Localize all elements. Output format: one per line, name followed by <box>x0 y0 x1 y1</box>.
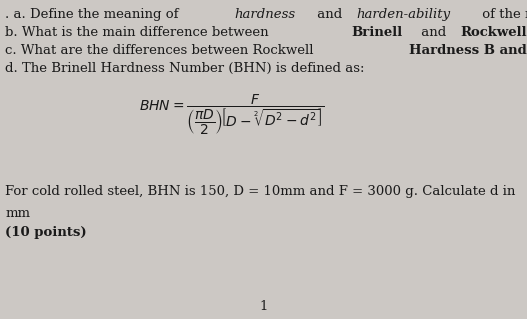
Text: $BHN = \dfrac{F}{\left(\dfrac{\pi D}{2}\right)\!\left[D - \sqrt[2]{D^2 - d^2}\ri: $BHN = \dfrac{F}{\left(\dfrac{\pi D}{2}\… <box>139 93 325 137</box>
Text: 1: 1 <box>259 300 268 313</box>
Text: . a. Define the meaning of: . a. Define the meaning of <box>5 8 183 21</box>
Text: For cold rolled steel, BHN is 150, D = 10mm and F = 3000 g. Calculate d in: For cold rolled steel, BHN is 150, D = 1… <box>5 185 515 198</box>
Text: Hardness B and C: Hardness B and C <box>409 44 527 57</box>
Text: and: and <box>314 8 347 21</box>
Text: b. What is the main difference between: b. What is the main difference between <box>5 26 273 39</box>
Text: mm: mm <box>5 207 30 220</box>
Text: of the materials (3): of the materials (3) <box>478 8 527 21</box>
Text: hardness: hardness <box>235 8 296 21</box>
Text: d. The Brinell Hardness Number (BHN) is defined as:: d. The Brinell Hardness Number (BHN) is … <box>5 62 365 75</box>
Text: c. What are the differences between Rockwell: c. What are the differences between Rock… <box>5 44 318 57</box>
Text: (10 points): (10 points) <box>5 226 87 239</box>
Text: Brinell: Brinell <box>351 26 402 39</box>
Text: Rockwell: Rockwell <box>460 26 527 39</box>
Text: and: and <box>417 26 451 39</box>
Text: harden-ability: harden-ability <box>357 8 451 21</box>
